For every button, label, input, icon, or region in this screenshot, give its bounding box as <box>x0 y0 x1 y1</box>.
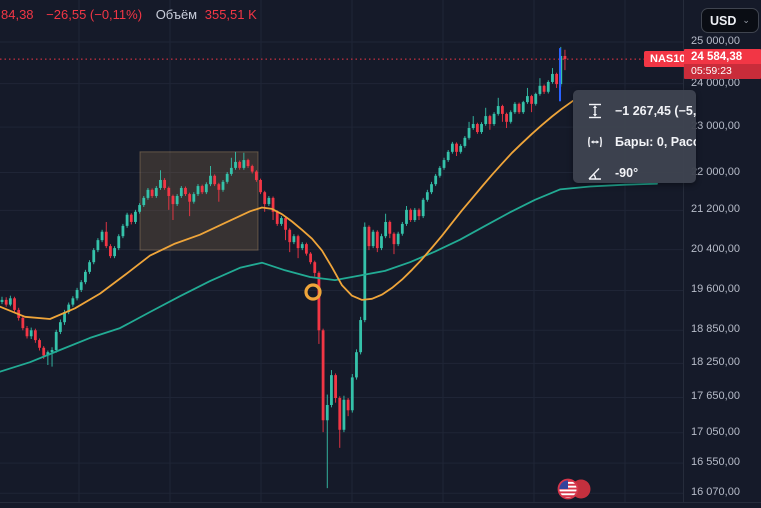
measure-vertical-icon <box>589 103 601 119</box>
bar-countdown: 05:59:23 <box>684 64 761 80</box>
ticker-volume-label: Объём <box>155 7 198 22</box>
price-axis-separator <box>683 0 684 503</box>
ticker-change: −26,55 (−0,11%) <box>46 7 143 22</box>
price-axis-tick: 21 200,00 <box>691 203 740 216</box>
ma-slow-line[interactable] <box>0 182 658 373</box>
currency-dropdown-button[interactable]: USD ⌄ <box>701 8 759 33</box>
price-axis-tick: 20 400,00 <box>691 242 740 255</box>
ticker-volume-value: 355,51 K <box>204 7 257 22</box>
measure-angle: -90° <box>615 166 639 180</box>
ticker-readout: 84,38 −26,55 (−0,11%) Объём 355,51 K <box>1 7 257 22</box>
currency-label: USD <box>710 13 737 28</box>
us-flag-icon[interactable] <box>557 478 579 500</box>
angle-icon <box>588 168 601 180</box>
price-axis-tick: 24 000,00 <box>691 76 740 89</box>
time-axis-separator <box>0 502 761 503</box>
price-axis-tick: 22 000,00 <box>691 165 740 178</box>
price-axis-tick: 17 650,00 <box>691 390 740 403</box>
price-axis-tick: 19 600,00 <box>691 283 740 296</box>
price-axis-tick: 18 250,00 <box>691 356 740 369</box>
last-price-value: 24 584,38 <box>684 49 761 65</box>
chevron-down-icon: ⌄ <box>742 15 750 25</box>
price-axis-tick: 16 550,00 <box>691 456 740 469</box>
ticker-last-price: 84,38 <box>1 7 34 22</box>
circle-marker-annotation[interactable] <box>304 283 322 301</box>
price-axis-tick: 17 050,00 <box>691 425 740 438</box>
candles <box>0 46 567 489</box>
measure-bars-icon <box>588 136 602 148</box>
measure-price-change: −1 267,45 (−5,1 <box>615 104 696 118</box>
price-axis[interactable]: 25 000,00 24 000,00 23 000,00 22 000,00 21 2… <box>683 0 761 503</box>
price-axis-tick: 18 850,00 <box>691 323 740 336</box>
ma-fast-line[interactable] <box>0 99 574 320</box>
highlight-box-annotation[interactable] <box>139 151 259 251</box>
last-price-axis-label[interactable]: 24 584,38 05:59:23 <box>684 49 761 80</box>
price-axis-tick: 23 000,00 <box>691 120 740 133</box>
measure-bars-distance: Бары: 0, Рассто <box>615 135 696 149</box>
measure-tooltip: −1 267,45 (−5,1 Бары: 0, Рассто -90° <box>573 90 696 183</box>
price-axis-tick: 25 000,00 <box>691 35 740 47</box>
price-axis-tick: 16 070,00 <box>691 486 740 499</box>
